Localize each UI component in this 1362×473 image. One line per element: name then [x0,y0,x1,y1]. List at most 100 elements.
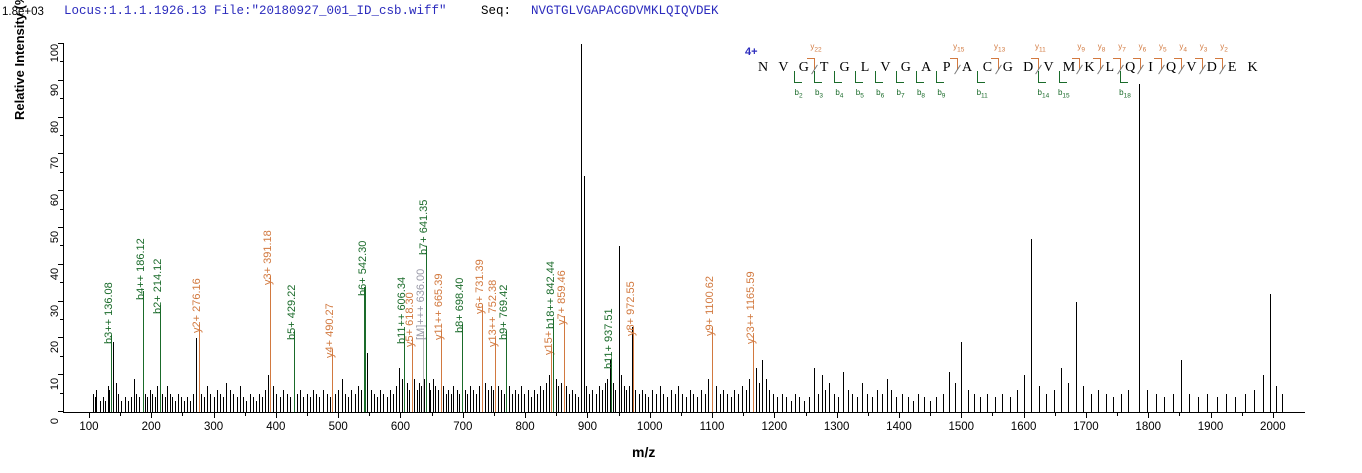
residue-G-5: G [839,60,850,75]
x-tick [649,412,651,418]
x-tick-label: 300 [203,421,224,433]
spectrum-peak [833,393,835,412]
spectrum-peak [178,393,180,412]
x-tick [898,412,900,418]
x-tick [774,412,776,418]
spectrum-peak [961,342,963,412]
x-tick [151,412,153,418]
spectrum-peak [95,397,97,412]
spectrum-peak [1113,397,1115,412]
x-tick [462,412,464,418]
y-ion-label: y3 [1199,42,1208,54]
spectrum-peak [226,382,227,412]
y-ion-label: y9 [1077,42,1085,54]
peak-label: b4++ 186.12 [134,237,147,300]
spectrum-peak [283,389,285,412]
spectrum-peak [407,382,409,412]
x-axis-ticks: 100 200 300 400 500 600 700 800 900 1000 1100 1200 1… [64,412,1304,436]
spectrum-peak [189,400,191,412]
spectrum-peak [245,400,247,412]
y-tick-minor [60,319,64,320]
annotated-peak-y-ion [551,345,553,412]
spectrum-peak [994,397,996,412]
spectrum-peak [973,393,975,412]
b-ion-label: b6 [876,88,885,100]
spectrum-peak [450,393,452,412]
x-tick-minor [1117,412,1119,416]
spectrum-peak [453,386,455,412]
annotated-peak-y-ion [411,338,413,412]
x-tick-minor [1241,412,1243,416]
spectrum-peak [700,389,702,412]
spectrum-peak [1146,389,1148,412]
spectrum-peak [912,400,914,412]
spectrum-peak [1198,397,1200,412]
peak-label: b2+ 214.12 [152,258,165,315]
spectrum-peak [1105,393,1107,412]
y-tick-minor [60,392,64,394]
y-tick [58,190,64,192]
b-ion-label: b4 [835,88,844,100]
spectrum-peak [379,389,381,412]
annotated-peak-y-ion [270,275,272,412]
residue-P-10: P [942,60,951,75]
b-ion-label: b15 [1057,88,1070,100]
b-ion-label: b11 [976,88,988,100]
spectrum-peak [730,397,732,412]
spectrum-peak [421,386,423,412]
spectrum-peak [568,393,570,412]
spectrum-peak [498,386,500,412]
spectrum-peak [1023,375,1025,412]
y-ion-label: y22 [810,42,822,54]
b-ion-label: b3 [814,88,824,100]
x-tick [88,412,90,418]
annotated-peak-b-ion [404,334,406,412]
spectrum-peak [626,389,628,412]
annotated-peak-y-ion [495,338,497,412]
spectrum-peak [623,386,625,412]
y-ion-marker [1092,58,1101,70]
spectrum-peak [100,400,102,412]
spectrum-peak [765,378,767,412]
peak-label: b11+ 937.51 [602,308,615,370]
spectrum-peak [512,393,514,412]
x-tick-label: 1500 [948,421,975,433]
y-ion-marker [1072,58,1081,70]
spectrum-peak [383,393,385,412]
spectrum-peak [330,397,332,412]
spectrum-peak [881,393,883,412]
spectrum-peak [145,393,146,412]
spectrum-peak [367,353,369,412]
spectrum-peak [719,393,721,412]
x-tick [400,412,402,418]
spectrum-peak [786,397,788,412]
spectrum-peak [799,397,801,412]
y-ion-label: y5 [1158,42,1167,54]
annotated-peak-b-ion [142,290,144,412]
spectrum-peak [1275,386,1277,412]
spectrum-peak [313,389,315,412]
spectrum-peak [837,397,839,412]
residue-A-9: A [921,60,932,75]
annotated-peak-other-ion [422,331,424,412]
residue-D-23: D [1206,60,1217,75]
spectrum-peak [1173,393,1175,412]
residue-E-24: E [1227,60,1237,75]
spectrum-peak [348,397,350,412]
spectrum-peak [419,382,421,412]
spectrum-peak [259,393,261,412]
y-ion-marker [1133,58,1142,70]
spectrum-peak [1120,393,1122,412]
spectrum-peak [536,393,538,412]
spectrum-peak [987,393,989,412]
spectrum-peak [1254,389,1256,412]
peak-label: y6+ 731.39 [474,259,487,315]
spectrum-peak [1269,294,1271,412]
spectrum-peak [645,393,647,412]
x-tick-label: 800 [515,421,535,433]
spectrum-peak [1075,301,1077,412]
spectrum-peak [546,382,548,412]
annotated-peak-y-ion [752,334,754,412]
spectrum-peak [530,397,532,412]
